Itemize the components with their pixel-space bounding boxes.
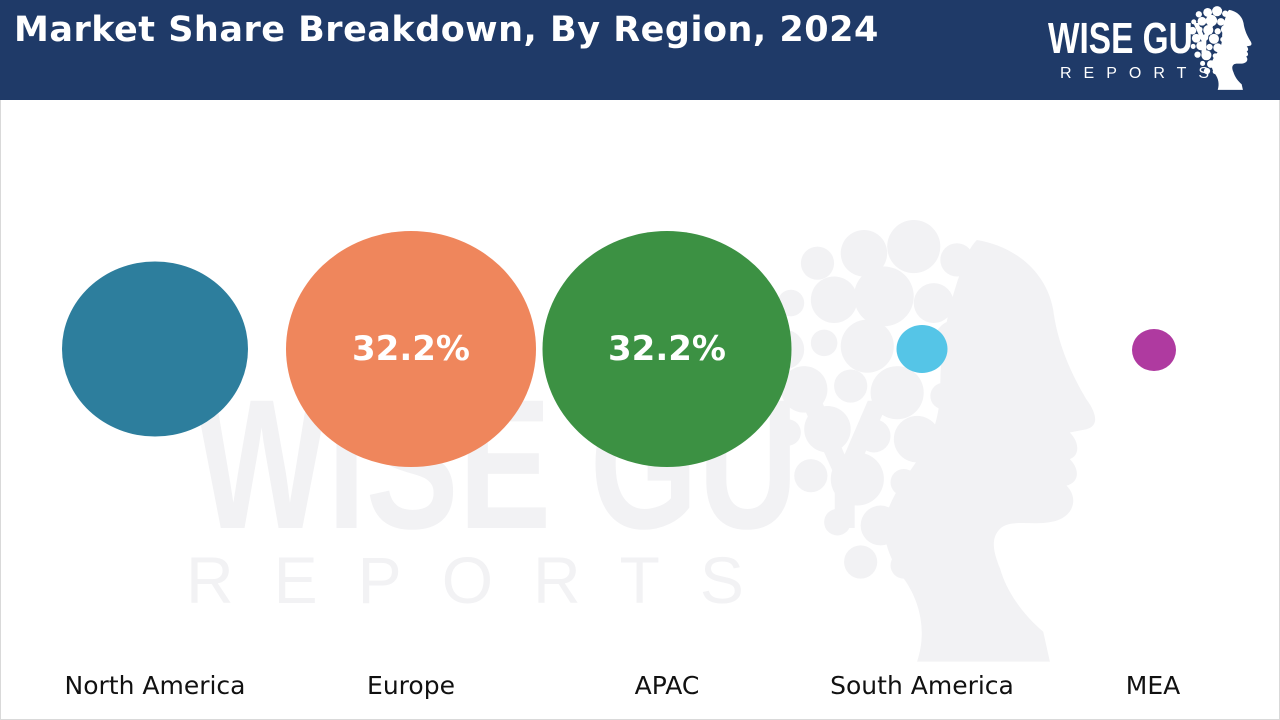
bubble-north-america (62, 261, 248, 437)
header-bar: Market Share Breakdown, By Region, 2024 … (0, 0, 1280, 100)
bubble-apac: 32.2% (542, 231, 792, 467)
logo-wordmark: WISE GUY (1048, 14, 1215, 63)
bubble-value-label: 32.2% (352, 329, 470, 369)
category-label-apac: APAC (634, 671, 700, 700)
bubble-mea (1132, 329, 1176, 371)
category-label-europe: Europe (367, 671, 455, 700)
category-label-south-america: South America (830, 671, 1014, 700)
bubble-south-america (896, 325, 948, 373)
category-label-mea: MEA (1125, 671, 1181, 700)
watermark-head-profile-icon (764, 220, 1096, 662)
wiseguy-logo: WISE GUY REPORTS (1048, 6, 1252, 90)
watermark-subtitle: REPORTS (186, 543, 784, 617)
bubble-value-label: 32.2% (608, 329, 726, 369)
chart-area: WISE GUY REPORTS 32.2% 32.2% North Ameri… (0, 100, 1280, 720)
logo-subtitle: REPORTS (1060, 65, 1221, 82)
category-label-north-america: North America (64, 671, 246, 700)
bubble-europe: 32.2% (286, 231, 536, 467)
page-title: Market Share Breakdown, By Region, 2024 (14, 10, 879, 50)
